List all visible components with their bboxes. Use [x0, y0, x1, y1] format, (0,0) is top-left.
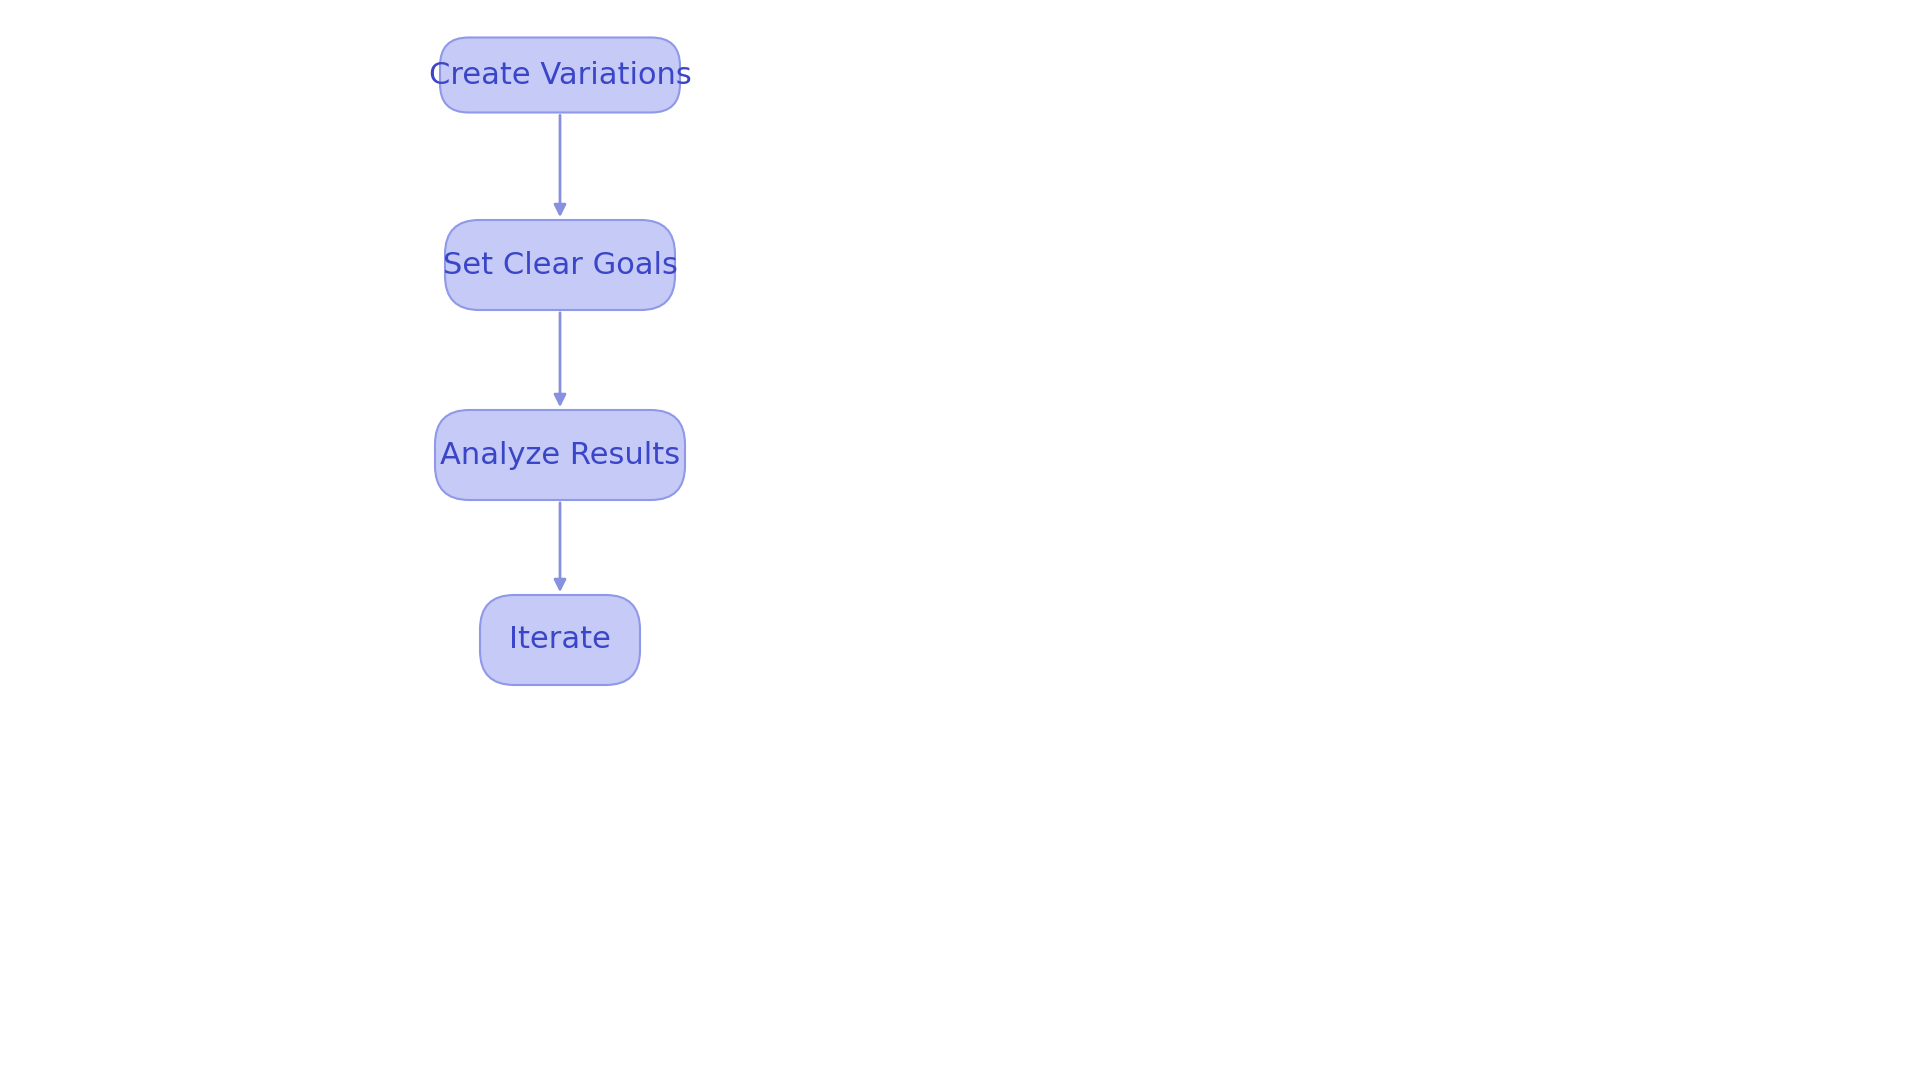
FancyBboxPatch shape — [436, 410, 685, 500]
FancyBboxPatch shape — [480, 595, 639, 686]
Text: Iterate: Iterate — [509, 626, 611, 654]
Text: Analyze Results: Analyze Results — [440, 441, 680, 470]
Text: Set Clear Goals: Set Clear Goals — [444, 250, 678, 279]
Text: Create Variations: Create Variations — [428, 61, 691, 90]
FancyBboxPatch shape — [440, 38, 680, 113]
FancyBboxPatch shape — [445, 220, 676, 310]
